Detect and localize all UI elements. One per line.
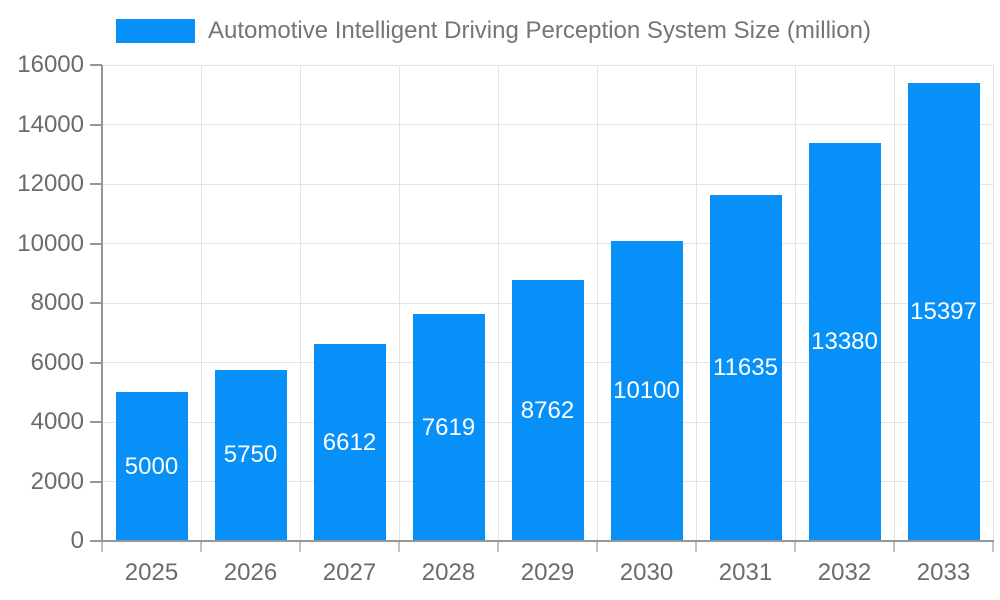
y-tick-label: 14000 (17, 110, 84, 138)
x-tick-label: 2028 (421, 559, 476, 586)
x-tick-label: 2032 (817, 559, 872, 586)
y-axis-tick (90, 421, 102, 423)
bar (610, 240, 683, 541)
gridline-vertical (497, 65, 499, 541)
bar (115, 392, 188, 541)
bar (808, 142, 881, 541)
y-tick-label: 4000 (30, 408, 84, 435)
bar-value-label: 8762 (520, 396, 575, 424)
x-axis-line (101, 540, 994, 542)
x-axis-tick (299, 542, 301, 552)
x-tick-label: 2026 (223, 559, 278, 586)
y-tick-label: 0 (70, 527, 84, 554)
gridline-horizontal (102, 64, 993, 66)
x-tick-label: 2033 (916, 559, 971, 586)
bar-value-label: 5000 (124, 452, 179, 480)
gridline-vertical (992, 65, 994, 541)
x-axis-tick (398, 542, 400, 552)
y-axis-tick (90, 123, 102, 126)
y-tick-label: 16000 (17, 51, 84, 78)
gridline-vertical (794, 65, 796, 541)
bar-value-label: 11635 (713, 353, 778, 381)
x-axis-tick (200, 542, 202, 552)
y-axis-tick (90, 480, 102, 483)
bar-value-label: 10100 (613, 376, 680, 404)
y-axis-tick (90, 64, 102, 66)
bar-value-label: 15397 (910, 297, 977, 325)
gridline-vertical (695, 65, 697, 541)
x-tick-label: 2031 (718, 559, 773, 586)
y-tick-label: 2000 (30, 467, 84, 495)
gridline-vertical (893, 65, 895, 541)
bar (412, 314, 485, 541)
legend-swatch (116, 19, 195, 43)
bar (511, 280, 584, 541)
y-tick-label: 10000 (17, 229, 84, 257)
x-tick-label: 2025 (124, 559, 179, 586)
legend-label: Automotive Intelligent Driving Perceptio… (208, 17, 871, 44)
gridline-horizontal (102, 124, 993, 125)
x-axis-tick (794, 542, 796, 552)
y-axis-tick (90, 183, 102, 185)
gridline-vertical (596, 65, 598, 541)
x-axis-tick (497, 542, 499, 552)
x-axis-tick (596, 542, 598, 552)
x-axis-tick (992, 542, 994, 552)
y-axis-tick (90, 302, 102, 304)
bar-value-label: 7619 (421, 413, 476, 441)
gridline-horizontal (102, 183, 993, 185)
y-tick-label: 12000 (17, 170, 84, 197)
x-tick-label: 2027 (322, 559, 377, 586)
gridline-horizontal (102, 243, 993, 244)
x-tick-label: 2029 (520, 559, 575, 586)
y-axis-tick (90, 361, 102, 364)
y-axis-tick (90, 242, 102, 245)
bar (907, 82, 980, 541)
bar-value-label: 13380 (811, 327, 878, 355)
y-tick-label: 8000 (30, 289, 84, 316)
y-axis-tick (90, 540, 102, 542)
x-axis-tick (695, 542, 697, 552)
y-tick-label: 6000 (30, 348, 84, 376)
gridline-vertical (398, 65, 400, 541)
bar (313, 344, 386, 541)
y-axis-line (101, 65, 103, 543)
x-tick-label: 2030 (619, 559, 674, 586)
gridline-vertical (200, 65, 202, 541)
bar (214, 369, 287, 541)
bar (709, 194, 782, 541)
x-axis-tick (101, 542, 103, 552)
x-axis-tick (893, 542, 895, 552)
bar-value-label: 6612 (322, 428, 377, 456)
bar-value-label: 5750 (223, 441, 278, 469)
gridline-vertical (299, 65, 301, 541)
